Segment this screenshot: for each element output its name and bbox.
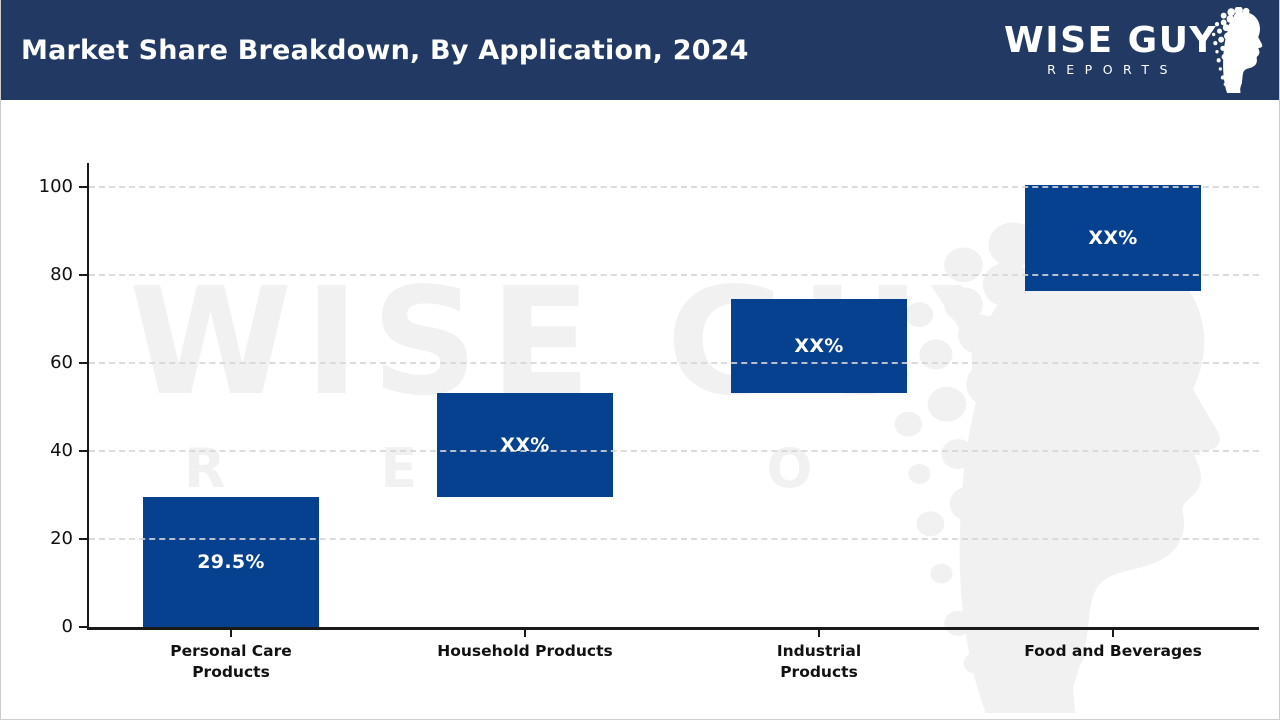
brand-logo: WISE GUY REPORTS (1004, 7, 1267, 93)
y-tick-80 (79, 274, 87, 276)
y-tick-label-80: 80 (50, 264, 73, 285)
header-bar: Market Share Breakdown, By Application, … (1, 0, 1279, 100)
y-tick-label-60: 60 (50, 352, 73, 373)
y-axis-line (87, 163, 89, 630)
y-tick-20 (79, 538, 87, 540)
x-axis-label-2: Household Products (437, 642, 613, 660)
y-tick-label-40: 40 (50, 440, 73, 461)
gridline-100 (89, 186, 1259, 188)
y-tick-label-100: 100 (38, 176, 73, 197)
gridline-40 (89, 450, 1259, 452)
bar-segment-4: XX% (1025, 184, 1201, 291)
brand-name: WISE GUY (1003, 20, 1217, 62)
x-axis-label-1: Personal Care Products (170, 642, 292, 681)
y-tick-40 (79, 450, 87, 452)
plot-area: 0 20 40 60 80 100 29.5% Personal Care Products X… (39, 163, 1259, 681)
x-axis-label-3: Industrial Products (776, 642, 862, 681)
y-tick-label-20: 20 (50, 528, 73, 549)
gridline-80 (89, 274, 1259, 276)
bar-value-label: XX% (500, 434, 550, 457)
bar-value-label: 29.5% (197, 551, 265, 574)
x-tick-4 (1112, 629, 1114, 637)
bar-segment-3: XX% (731, 299, 907, 394)
brand-face-icon (1212, 7, 1263, 93)
y-tick-60 (79, 362, 87, 364)
bar-segment-1: 29.5% (143, 497, 319, 627)
page-title: Market Share Breakdown, By Application, … (21, 34, 749, 66)
bar-value-label: XX% (1088, 226, 1138, 249)
gridline-60 (89, 362, 1259, 364)
y-tick-0 (79, 626, 87, 628)
x-axis-label-4: Food and Beverages (1024, 642, 1202, 660)
brand-subtitle: REPORTS (1047, 62, 1178, 78)
brand-logo-text: WISE GUY REPORTS (1004, 23, 1217, 77)
x-axis-line (87, 627, 1259, 630)
x-tick-1 (230, 629, 232, 637)
y-tick-label-0: 0 (61, 616, 73, 637)
x-tick-3 (818, 629, 820, 637)
gridline-20 (89, 538, 1259, 540)
y-tick-100 (79, 186, 87, 188)
bar-segment-2: XX% (437, 393, 613, 498)
bar-value-label: XX% (794, 335, 844, 358)
x-tick-2 (524, 629, 526, 637)
